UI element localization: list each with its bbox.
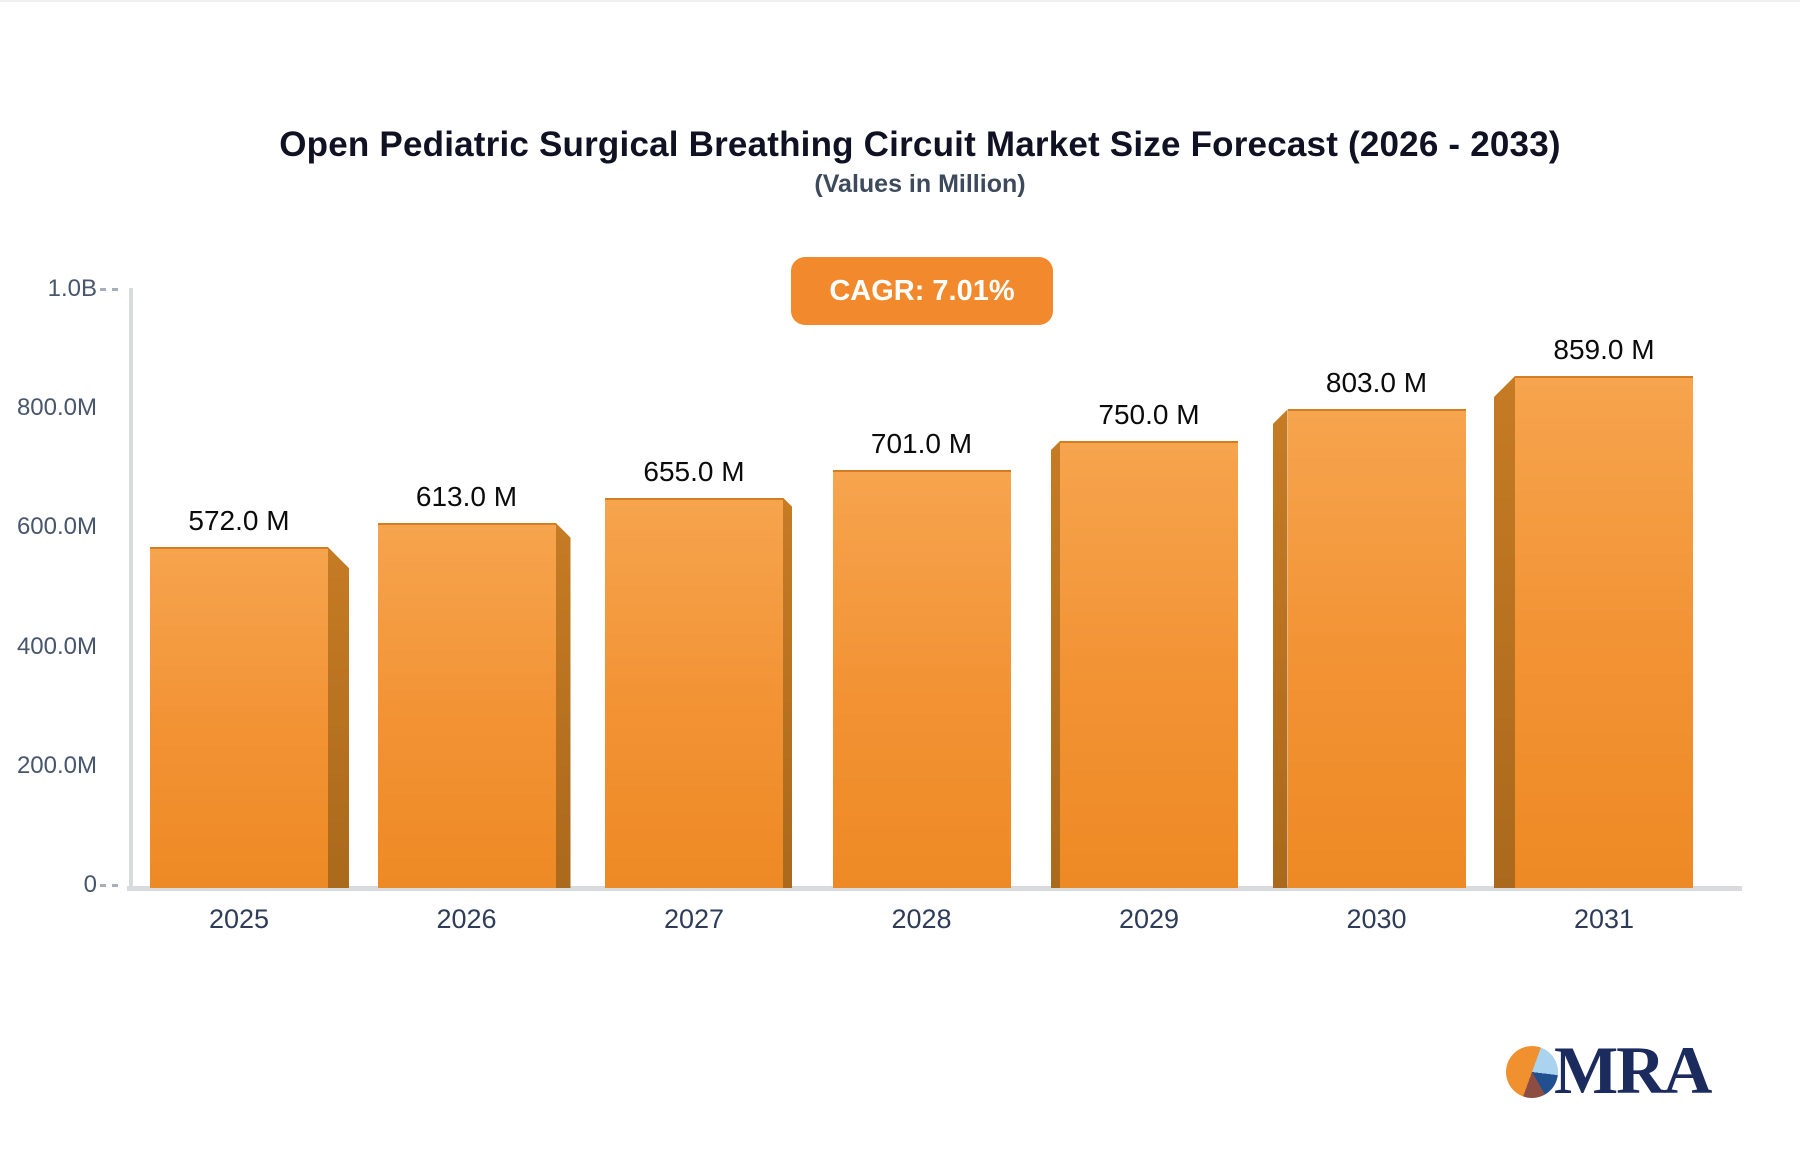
y-tick-label-1.0B: 1.0B: [47, 275, 97, 302]
x-axis-line: [127, 886, 1742, 891]
bar-side-2025: [328, 547, 349, 888]
cagr-badge-label: CAGR: 7.01%: [829, 275, 1015, 307]
y-tick-mark-1.0B: [100, 288, 118, 291]
y-tick-label-200.0M: 200.0M: [16, 751, 97, 779]
bar-side-2030: [1272, 409, 1288, 888]
bar-2030[interactable]: [1287, 409, 1466, 888]
x-tick-label-2031: 2031: [1573, 904, 1635, 934]
y-tick-label-600.0M: 600.0M: [16, 513, 97, 541]
x-tick-label-2030: 2030: [1346, 904, 1407, 934]
bar-side-2027: [783, 497, 792, 888]
chart-title: Open Pediatric Surgical Breathing Circui…: [279, 125, 1561, 165]
bar-value-label-2026: 613.0 M: [415, 480, 518, 512]
y-tick-label-800.0M: 800.0M: [16, 394, 97, 422]
bar-value-label-2031: 859.0 M: [1553, 334, 1655, 366]
y-axis-line: [129, 288, 133, 890]
bar-2027[interactable]: [605, 497, 783, 888]
bar-side-2029: [1051, 441, 1060, 888]
brand-logo-text: MRA: [1554, 1032, 1712, 1108]
x-tick-label-2025: 2025: [208, 904, 270, 934]
y-tick-label-400.0M: 400.0M: [16, 632, 97, 660]
bar-value-label-2027: 655.0 M: [643, 455, 745, 487]
bar-side-2031: [1494, 376, 1515, 888]
bar-value-label-2025: 572.0 M: [188, 505, 290, 537]
bar-2026[interactable]: [377, 522, 556, 888]
cagr-badge: CAGR: 7.01%: [791, 257, 1053, 325]
bar-value-label-2029: 750.0 M: [1098, 399, 1200, 430]
x-tick-label-2028: 2028: [891, 904, 952, 934]
bar-value-label-2028: 701.0 M: [870, 428, 973, 460]
bar-value-label-2030: 803.0 M: [1325, 367, 1428, 399]
bar-2029[interactable]: [1060, 441, 1238, 888]
y-tick-label-0: 0: [83, 871, 97, 898]
bar-2028[interactable]: [832, 470, 1011, 888]
chart-subtitle: (Values in Million): [814, 170, 1026, 198]
bar-side-2026: [555, 522, 571, 888]
x-tick-label-2029: 2029: [1118, 904, 1180, 934]
bar-2031[interactable]: [1515, 376, 1693, 888]
y-tick-mark-0: [100, 884, 118, 887]
x-tick-label-2027: 2027: [663, 904, 725, 934]
x-tick-label-2026: 2026: [436, 904, 497, 934]
bar-2025[interactable]: [150, 547, 328, 888]
pie-chart-logo-icon: [1506, 1046, 1558, 1098]
